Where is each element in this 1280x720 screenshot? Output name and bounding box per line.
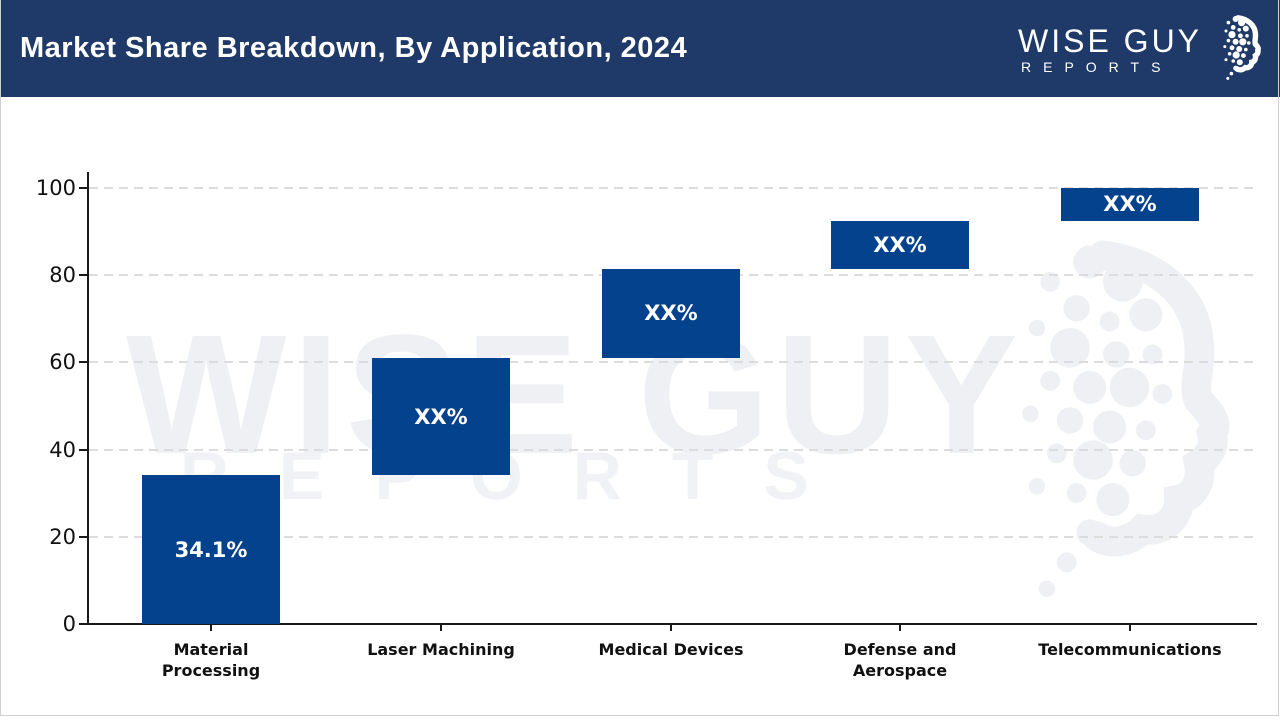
watermark-wiseguy-text: WISE GUY [126,300,1025,490]
bar-material-processing: 34.1% [142,475,280,624]
category-label-3: Medical Devices [551,639,791,660]
y-tick-mark-20 [79,535,87,538]
waterfall-chart: WISE GUY REPORTS 0 20 40 60 80 100 34.1% Materi… [0,97,1280,717]
bar-laser-machining: XX% [372,358,510,476]
category-label-line: Telecommunications [1038,640,1222,659]
watermark-face-icon [905,212,1235,642]
category-label-line: Aerospace [852,661,948,680]
bar-telecommunications: XX% [1061,188,1199,221]
category-label-line: Medical Devices [598,640,744,659]
bar-medical-devices: XX% [602,268,740,359]
category-label-line: Defense and [843,640,957,659]
logo-face-icon [1202,6,1262,92]
gridline-100 [89,187,1256,189]
category-label-5: Telecommunications [1010,639,1250,660]
x-axis-line [79,623,1257,625]
wise-guy-logo: WISE GUY REPORTS [1018,4,1268,94]
y-tick-label-60: 60 [49,350,76,375]
y-tick-mark-60 [79,361,87,364]
category-label-4: Defense and Aerospace [780,639,1020,681]
x-tick-mark-3 [670,625,672,631]
gridline-60 [89,361,1256,364]
category-label-line: Laser Machining [367,640,515,659]
y-tick-label-40: 40 [49,437,76,462]
y-axis-line [87,172,89,625]
x-tick-mark-1 [210,625,212,631]
y-tick-label-100: 100 [35,176,76,200]
bar-value-label: XX% [644,301,698,326]
logo-wordmark-line2: REPORTS [1021,59,1173,75]
y-tick-mark-100 [79,187,87,189]
category-label-2: Laser Machining [321,639,561,660]
logo-wordmark-line1: WISE GUY [1018,23,1203,59]
category-label-line: Material [173,640,249,659]
y-tick-mark-80 [79,274,87,277]
y-tick-mark-0 [79,623,87,625]
x-tick-mark-2 [440,625,442,631]
y-tick-label-0: 0 [62,612,76,636]
category-label-line: Processing [161,661,261,680]
bar-value-label: XX% [414,404,468,429]
bar-value-label: 34.1% [174,537,248,562]
header-bar: Market Share Breakdown, By Application, … [0,0,1280,97]
y-tick-mark-40 [79,448,87,451]
gridline-20 [89,535,1256,538]
category-label-1: Material Processing [91,639,331,681]
bar-value-label: XX% [1103,192,1157,217]
y-tick-label-20: 20 [49,524,76,549]
bar-defense-and-aerospace: XX% [831,220,969,269]
y-tick-label-80: 80 [49,263,76,288]
logo-wordmark: WISE GUY REPORTS [1018,24,1202,76]
bar-value-label: XX% [873,232,927,257]
x-tick-mark-5 [1129,625,1131,631]
gridline-40 [89,448,1256,451]
x-tick-mark-4 [899,625,901,631]
chart-title: Market Share Breakdown, By Application, … [20,32,688,64]
